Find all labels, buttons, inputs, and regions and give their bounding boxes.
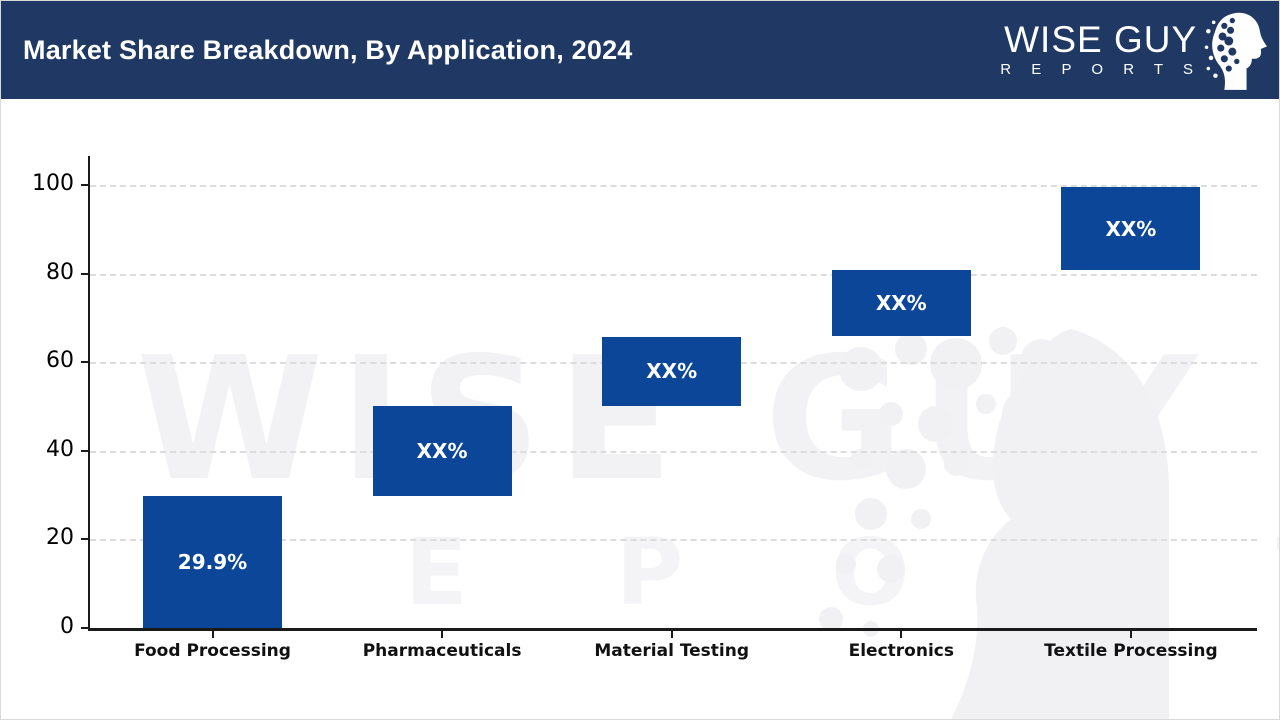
bar-pharmaceuticals: XX% (372, 405, 512, 496)
x-axis-label-electronics: Electronics (848, 641, 954, 661)
y-tick-label: 100 (32, 171, 74, 196)
x-axis-label-textile-processing: Textile Processing (1044, 641, 1218, 661)
bar-electronics: XX% (831, 270, 971, 337)
x-axis-line (88, 628, 1257, 631)
y-tick-label: 0 (60, 614, 74, 639)
x-axis-label-food-processing: Food Processing (134, 641, 291, 661)
y-tick-mark (81, 272, 89, 275)
logo-subtitle: R E P O R T S (1000, 60, 1201, 78)
bar-value-label: XX% (646, 359, 698, 384)
x-tick-mark (900, 630, 903, 638)
gridline-y-80 (90, 273, 1257, 276)
x-tick-mark (211, 630, 214, 638)
y-tick-label: 60 (46, 348, 74, 374)
x-tick-mark (670, 630, 673, 638)
y-tick-mark (81, 184, 89, 186)
y-tick-mark (81, 449, 89, 452)
bar-value-label: XX% (1105, 216, 1157, 241)
logo-text: WISE GUY R E P O R T S (1000, 18, 1201, 79)
x-axis-label-material-testing: Material Testing (594, 641, 750, 661)
gridline-y-40 (90, 450, 1257, 453)
plot-area: 29.9% XX% XX% XX% XX% (90, 161, 1257, 628)
bar-textile-processing: XX% (1061, 187, 1201, 271)
chart-title: Market Share Breakdown, By Application, … (23, 34, 633, 65)
y-tick-label: 80 (46, 259, 74, 285)
bar-value-label: XX% (875, 291, 927, 316)
x-axis-label-pharmaceuticals: Pharmaceuticals (362, 641, 522, 661)
bar-material-testing: XX% (602, 336, 742, 406)
bar-value-label: XX% (416, 438, 468, 463)
bar-value-label: 29.9% (177, 549, 248, 574)
y-tick-mark (81, 538, 89, 541)
bar-food-processing: 29.9% (143, 495, 282, 628)
chart-area: WISE GUY R E P O R T S 29.9%XX%XX%XX%XX%… (1, 99, 1279, 719)
wise-guy-logo: WISE GUY R E P O R T S (1000, 7, 1267, 91)
y-tick-label: 20 (46, 525, 74, 551)
x-tick-mark (1129, 630, 1132, 638)
header-bar: Market Share Breakdown, By Application, … (1, 1, 1279, 99)
gridline-y-20 (90, 539, 1257, 542)
y-tick-mark (81, 361, 89, 364)
logo-head-icon (1204, 12, 1267, 90)
y-tick-mark (81, 627, 89, 629)
gridline-y-100 (90, 185, 1257, 187)
y-axis-line (88, 156, 90, 630)
y-tick-label: 40 (46, 436, 74, 462)
logo-wordmark: WISE GUY (1004, 18, 1198, 60)
x-tick-mark (441, 630, 444, 638)
